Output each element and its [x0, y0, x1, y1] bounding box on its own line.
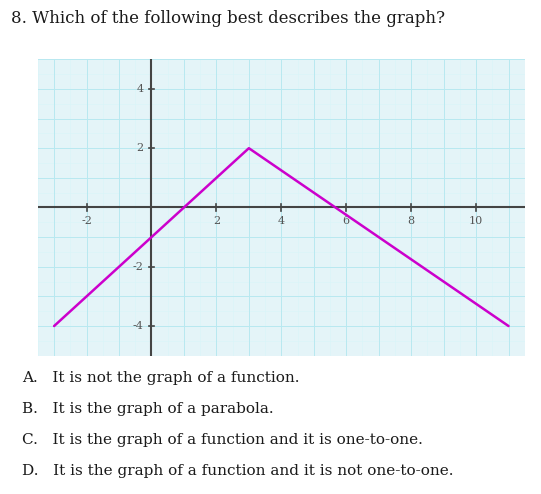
- Text: 8: 8: [407, 216, 415, 226]
- Text: 8. Which of the following best describes the graph?: 8. Which of the following best describes…: [11, 10, 445, 27]
- Text: A.   It is not the graph of a function.: A. It is not the graph of a function.: [22, 370, 299, 384]
- Text: 10: 10: [469, 216, 483, 226]
- Text: 6: 6: [342, 216, 350, 226]
- Text: 2: 2: [213, 216, 220, 226]
- Text: -2: -2: [133, 262, 143, 272]
- Text: B.   It is the graph of a parabola.: B. It is the graph of a parabola.: [22, 402, 273, 415]
- Text: 4: 4: [278, 216, 285, 226]
- Text: -2: -2: [81, 216, 92, 226]
- Text: 2: 2: [136, 143, 143, 153]
- Text: C.   It is the graph of a function and it is one-to-one.: C. It is the graph of a function and it …: [22, 433, 423, 447]
- Text: D.   It is the graph of a function and it is not one-to-one.: D. It is the graph of a function and it …: [22, 464, 453, 478]
- Text: 4: 4: [136, 84, 143, 94]
- Text: -4: -4: [133, 321, 143, 331]
